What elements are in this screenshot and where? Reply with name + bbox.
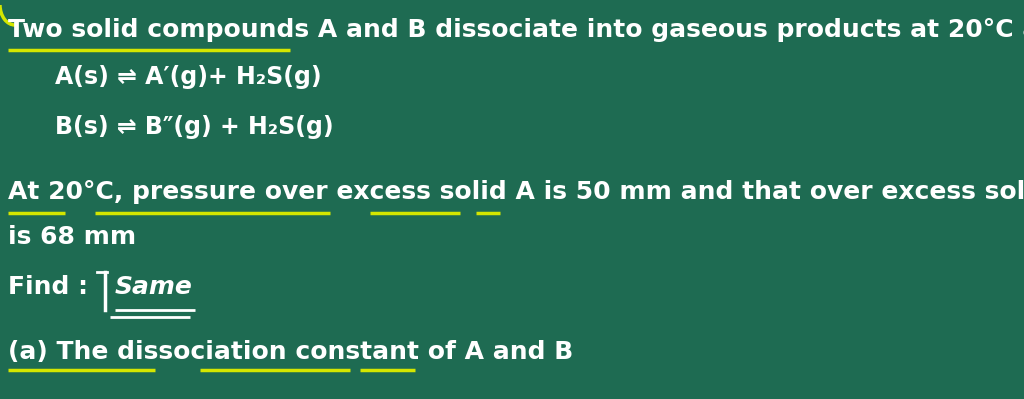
Text: Same: Same <box>115 275 193 299</box>
Text: Find :: Find : <box>8 275 88 299</box>
Text: is 68 mm: is 68 mm <box>8 225 136 249</box>
Text: (a) The dissociation constant of A and B: (a) The dissociation constant of A and B <box>8 340 573 364</box>
Text: B(s) ⇌ B″(g) + H₂S(g): B(s) ⇌ B″(g) + H₂S(g) <box>55 115 334 139</box>
Text: At 20°C, pressure over excess solid A is 50 mm and that over excess solid B: At 20°C, pressure over excess solid A is… <box>8 180 1024 204</box>
Text: A(s) ⇌ A′(g)+ H₂S(g): A(s) ⇌ A′(g)+ H₂S(g) <box>55 65 322 89</box>
Text: Two solid compounds A and B dissociate into gaseous products at 20°C as: Two solid compounds A and B dissociate i… <box>8 18 1024 42</box>
